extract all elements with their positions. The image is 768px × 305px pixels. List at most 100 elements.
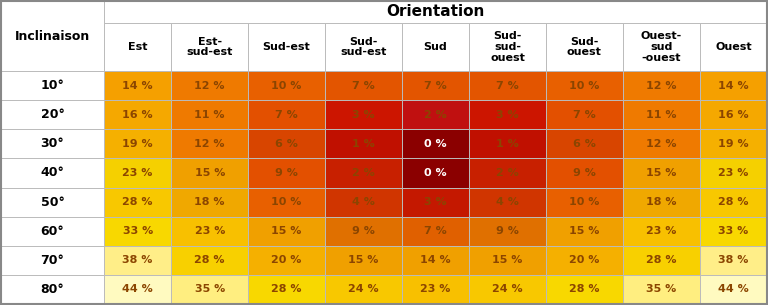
Text: 20 %: 20 %: [569, 255, 600, 265]
Bar: [171, 129, 248, 158]
Text: 19 %: 19 %: [122, 139, 153, 149]
Bar: [171, 275, 248, 304]
Text: 16 %: 16 %: [122, 110, 153, 120]
Text: Sud-
sud-est: Sud- sud-est: [340, 37, 386, 57]
Text: 12 %: 12 %: [194, 81, 225, 91]
Bar: [546, 23, 623, 71]
Bar: [1, 71, 104, 100]
Bar: [402, 129, 469, 158]
Text: 23 %: 23 %: [646, 226, 677, 236]
Bar: [1, 217, 104, 246]
Bar: [700, 217, 767, 246]
Text: 14 %: 14 %: [122, 81, 153, 91]
Text: 44 %: 44 %: [718, 285, 749, 294]
Bar: [248, 275, 325, 304]
Bar: [546, 188, 623, 217]
Bar: [248, 158, 325, 188]
Text: 60°: 60°: [41, 225, 65, 238]
Bar: [325, 246, 402, 275]
Text: 40°: 40°: [41, 167, 65, 179]
Text: 35 %: 35 %: [194, 285, 225, 294]
Bar: [1, 129, 104, 158]
Bar: [104, 275, 171, 304]
Bar: [546, 246, 623, 275]
Text: 35 %: 35 %: [646, 285, 677, 294]
Text: 15 %: 15 %: [348, 255, 379, 265]
Bar: [402, 217, 469, 246]
Text: 28 %: 28 %: [718, 197, 749, 207]
Text: 9 %: 9 %: [275, 168, 298, 178]
Bar: [700, 71, 767, 100]
Text: 12 %: 12 %: [646, 81, 677, 91]
Bar: [104, 246, 171, 275]
Text: 38 %: 38 %: [122, 255, 153, 265]
Bar: [248, 129, 325, 158]
Text: 24 %: 24 %: [348, 285, 379, 294]
Text: Sud: Sud: [424, 42, 448, 52]
Bar: [171, 71, 248, 100]
Text: 15 %: 15 %: [569, 226, 600, 236]
Bar: [171, 188, 248, 217]
Text: 14 %: 14 %: [718, 81, 749, 91]
Text: 9 %: 9 %: [352, 226, 375, 236]
Text: 11 %: 11 %: [194, 110, 225, 120]
Bar: [171, 246, 248, 275]
Bar: [1, 1, 104, 71]
Text: 9 %: 9 %: [573, 168, 596, 178]
Text: Est: Est: [128, 42, 147, 52]
Bar: [700, 275, 767, 304]
Bar: [623, 217, 700, 246]
Text: 28 %: 28 %: [569, 285, 600, 294]
Text: 10 %: 10 %: [569, 197, 600, 207]
Bar: [104, 71, 171, 100]
Bar: [104, 100, 171, 129]
Text: 15 %: 15 %: [271, 226, 302, 236]
Bar: [104, 129, 171, 158]
Bar: [248, 188, 325, 217]
Bar: [469, 217, 546, 246]
Text: 10 %: 10 %: [569, 81, 600, 91]
Text: 6 %: 6 %: [573, 139, 596, 149]
Text: 1 %: 1 %: [352, 139, 375, 149]
Bar: [623, 275, 700, 304]
Bar: [469, 71, 546, 100]
Bar: [469, 188, 546, 217]
Bar: [700, 100, 767, 129]
Text: 0 %: 0 %: [424, 168, 447, 178]
Text: 18 %: 18 %: [194, 197, 225, 207]
Text: 7 %: 7 %: [496, 81, 519, 91]
Bar: [325, 23, 402, 71]
Text: Sud-
ouest: Sud- ouest: [567, 37, 602, 57]
Text: 28 %: 28 %: [271, 285, 302, 294]
Bar: [1, 158, 104, 188]
Bar: [1, 1, 104, 23]
Text: 23 %: 23 %: [194, 226, 225, 236]
Bar: [104, 217, 171, 246]
Bar: [546, 71, 623, 100]
Bar: [171, 158, 248, 188]
Text: 28 %: 28 %: [122, 197, 153, 207]
Text: 10°: 10°: [41, 79, 65, 92]
Bar: [546, 217, 623, 246]
Text: Inclinaison: Inclinaison: [15, 30, 90, 42]
Bar: [623, 188, 700, 217]
Text: 15 %: 15 %: [492, 255, 523, 265]
Bar: [546, 158, 623, 188]
Bar: [469, 275, 546, 304]
Bar: [104, 1, 767, 23]
Text: 70°: 70°: [41, 254, 65, 267]
Bar: [402, 100, 469, 129]
Text: 2 %: 2 %: [352, 168, 375, 178]
Text: 4 %: 4 %: [496, 197, 519, 207]
Text: Sud-
sud-
ouest: Sud- sud- ouest: [490, 31, 525, 63]
Text: 14 %: 14 %: [420, 255, 451, 265]
Text: Sud-est: Sud-est: [263, 42, 310, 52]
Text: 50°: 50°: [41, 196, 65, 209]
Bar: [248, 217, 325, 246]
Text: 24 %: 24 %: [492, 285, 523, 294]
Text: 33 %: 33 %: [718, 226, 749, 236]
Text: Ouest-
sud
-ouest: Ouest- sud -ouest: [641, 31, 682, 63]
Text: 33 %: 33 %: [123, 226, 153, 236]
Bar: [623, 246, 700, 275]
Bar: [700, 23, 767, 71]
